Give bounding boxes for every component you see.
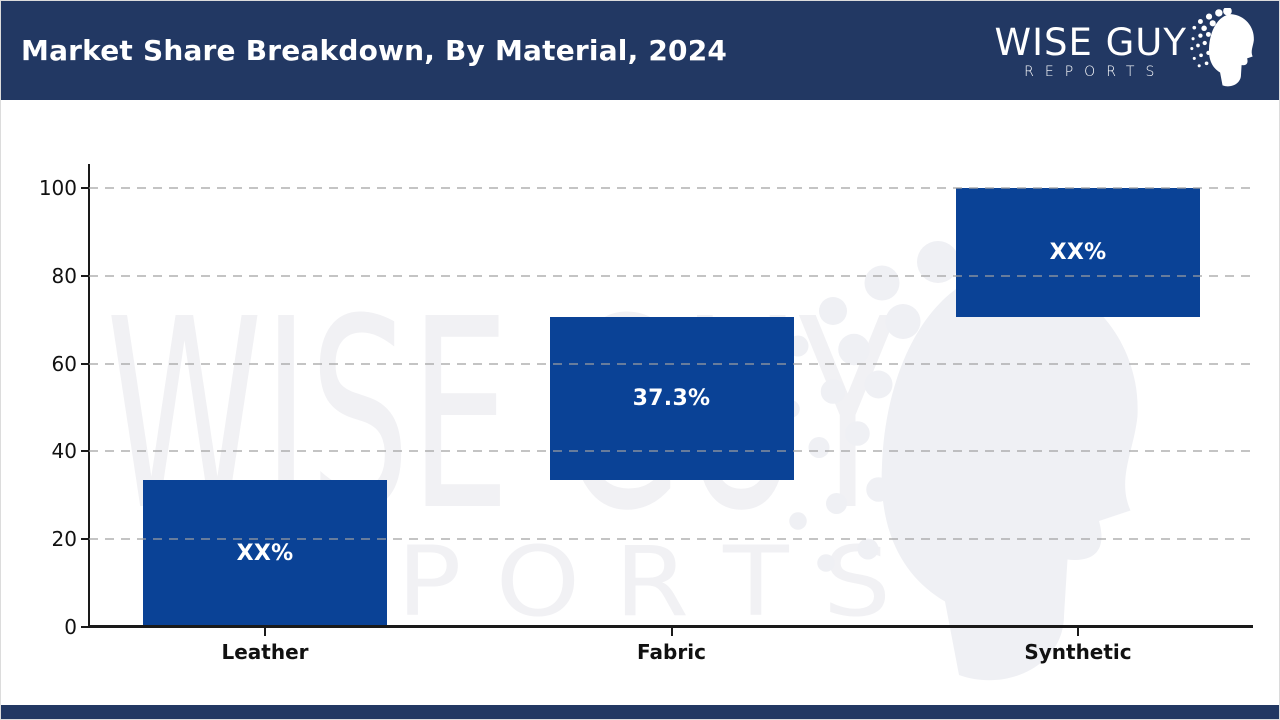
y-tick-label-80: 80 bbox=[51, 263, 77, 288]
bar-value-label: XX% bbox=[236, 541, 294, 567]
gridline-20 bbox=[89, 538, 1253, 541]
wise-guy-reports-logo: WISE GUY REPORTS bbox=[995, 8, 1267, 94]
x-category-label-leather: Leather bbox=[221, 640, 309, 664]
bar-fabric: 37.3% bbox=[549, 316, 794, 481]
y-axis-spine bbox=[88, 164, 90, 628]
bar-synthetic: XX% bbox=[956, 188, 1200, 317]
y-tick-label-100: 100 bbox=[38, 176, 77, 200]
header-bar: Market Share Breakdown, By Material, 202… bbox=[1, 1, 1279, 100]
x-tick-leather bbox=[264, 628, 266, 636]
gridline-100 bbox=[89, 187, 1253, 189]
logo-subtitle: REPORTS bbox=[1024, 63, 1166, 80]
gridline-80 bbox=[89, 274, 1253, 277]
logo-wordmark: WISE GUY bbox=[994, 20, 1187, 64]
y-tick-40 bbox=[81, 450, 89, 453]
y-tick-80 bbox=[81, 274, 89, 277]
x-category-label-fabric: Fabric bbox=[637, 640, 706, 664]
x-category-label-synthetic: Synthetic bbox=[1024, 640, 1132, 664]
gridline-60 bbox=[89, 362, 1253, 365]
bar-value-label: XX% bbox=[1049, 239, 1107, 265]
bar-leather: XX% bbox=[143, 480, 387, 627]
y-tick-60 bbox=[81, 362, 89, 365]
y-tick-label-60: 60 bbox=[51, 351, 77, 376]
y-tick-label-20: 20 bbox=[51, 527, 77, 552]
y-tick-label-40: 40 bbox=[51, 439, 77, 464]
x-tick-fabric bbox=[670, 628, 673, 636]
bar-value-label: 37.3% bbox=[632, 385, 711, 411]
y-tick-100 bbox=[81, 187, 89, 189]
logo-face-icon bbox=[1183, 8, 1267, 94]
footer-bar bbox=[1, 705, 1279, 719]
gridline-40 bbox=[89, 450, 1253, 453]
x-axis-line bbox=[89, 625, 1253, 628]
y-tick-label-0: 0 bbox=[64, 615, 77, 639]
y-tick-20 bbox=[81, 538, 89, 541]
page-title: Market Share Breakdown, By Material, 202… bbox=[21, 34, 728, 67]
y-tick-0 bbox=[81, 626, 89, 628]
x-tick-synthetic bbox=[1077, 628, 1079, 636]
